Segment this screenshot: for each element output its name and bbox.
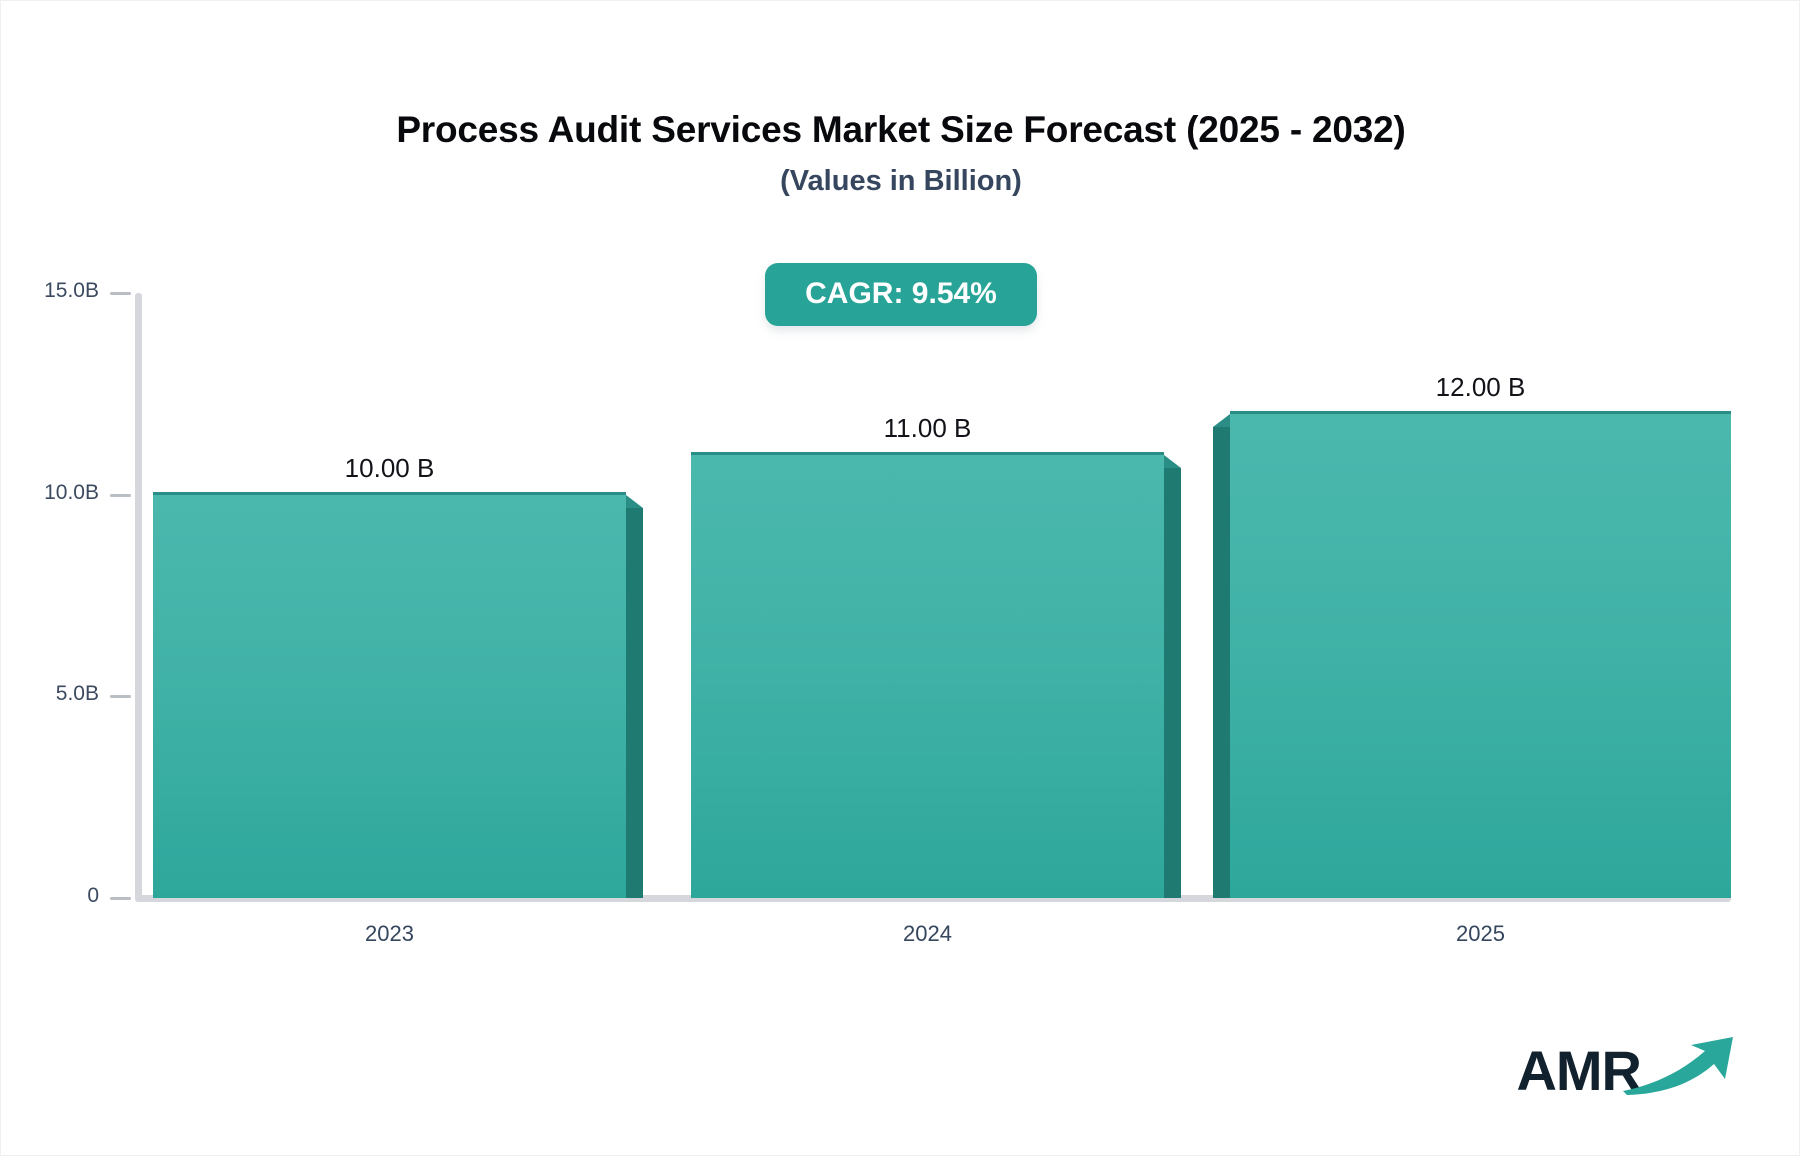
bar-2023-side-face	[626, 508, 643, 898]
bar-2025-top-bevel	[1213, 414, 1230, 427]
x-axis-label-2024: 2024	[903, 921, 952, 946]
title-block: Process Audit Services Market Size Forec…	[1, 109, 1800, 198]
cagr-badge: CAGR: 9.54%	[765, 263, 1037, 326]
cagr-badge-wrapper: CAGR: 9.54%	[1, 263, 1800, 326]
y-tick-label: 15.0B	[44, 279, 99, 302]
bar-2025[interactable]	[1230, 411, 1731, 898]
bar-value-2025: 12.00 B	[1435, 372, 1526, 402]
amr-logo: AMR	[1516, 1034, 1741, 1107]
bar-group-2024[interactable]: 11.00 B	[691, 413, 1181, 898]
growth-arrow-icon	[1621, 1034, 1741, 1101]
y-axis-line	[135, 293, 142, 901]
bar-2024-side-face	[1164, 468, 1181, 898]
bar-2023[interactable]	[153, 492, 626, 898]
page-title: Process Audit Services Market Size Forec…	[396, 109, 1406, 150]
bar-value-2024: 11.00 B	[883, 413, 972, 443]
chart-subtitle: (Values in Billion)	[780, 164, 1022, 197]
bar-2023-top-bevel	[626, 495, 643, 508]
bar-value-2023: 10.00 B	[344, 453, 435, 483]
x-axis-line	[135, 895, 1731, 902]
y-tick-label: 0	[87, 884, 99, 907]
y-tick-mark	[110, 292, 131, 295]
y-tick-mark	[110, 494, 131, 497]
bar-group-2025[interactable]: 12.00 B	[1213, 372, 1731, 898]
y-tick-mark	[110, 897, 131, 900]
bar-2024[interactable]	[691, 452, 1164, 898]
bar-2025-side-face	[1213, 427, 1230, 898]
x-axis-label-2025: 2025	[1456, 921, 1505, 946]
y-tick-label: 10.0B	[44, 481, 99, 504]
x-axis-label-2023: 2023	[365, 921, 414, 946]
amr-wordmark: AMR	[1516, 1038, 1642, 1102]
y-tick-label: 5.0B	[55, 682, 99, 705]
bar-2024-top-bevel	[1164, 455, 1181, 468]
y-tick-mark	[110, 695, 131, 698]
bar-group-2023[interactable]: 10.00 B	[153, 453, 643, 898]
